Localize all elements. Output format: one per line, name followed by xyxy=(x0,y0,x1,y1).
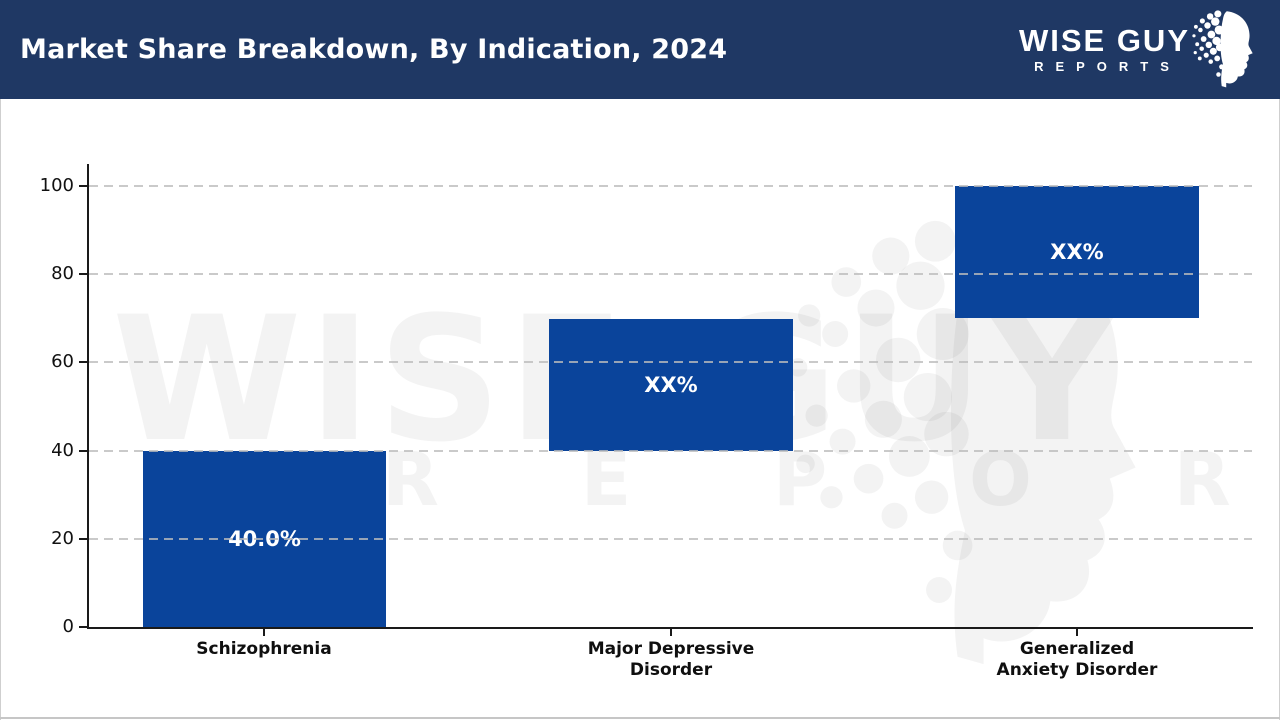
y-tick-label: 0 xyxy=(62,616,74,637)
logo-text: WISE GUY REPORTS xyxy=(1018,22,1190,75)
x-axis-line xyxy=(87,627,1253,629)
y-tick xyxy=(79,538,88,540)
x-label-line: Major Depressive xyxy=(587,639,755,659)
header-bar: Market Share Breakdown, By Indication, 2… xyxy=(0,0,1280,99)
y-axis-line xyxy=(87,164,89,629)
y-tick xyxy=(79,450,88,452)
x-label-major-depressive-disorder: Major Depressive Disorder xyxy=(521,639,821,681)
y-tick xyxy=(79,185,88,187)
gridline-40 xyxy=(89,450,1252,452)
bar-generalized-anxiety-disorder: XX% xyxy=(955,186,1199,318)
x-label-schizophrenia: Schizophrenia xyxy=(114,639,414,660)
page-border-left xyxy=(0,99,1,720)
gridline-20 xyxy=(89,538,1252,540)
x-label-line: Generalized xyxy=(1019,639,1135,659)
x-label-line: Schizophrenia xyxy=(196,639,332,659)
gridline-60 xyxy=(89,361,1252,363)
logo-wise-guy-text: WISE GUY xyxy=(1018,22,1190,58)
x-tick xyxy=(1076,629,1078,636)
y-tick xyxy=(79,626,88,628)
logo-reports-text: REPORTS xyxy=(1034,59,1181,75)
bar-value-label: XX% xyxy=(644,373,698,397)
y-tick-label: 40 xyxy=(51,440,74,461)
y-tick-label: 80 xyxy=(51,263,74,284)
x-tick xyxy=(263,629,265,636)
y-tick-label: 20 xyxy=(51,528,74,549)
bar-value-label: XX% xyxy=(1050,240,1104,264)
x-tick xyxy=(670,629,672,636)
bar-major-depressive-disorder: XX% xyxy=(549,319,793,451)
gridline-80 xyxy=(89,273,1252,275)
y-tick xyxy=(79,361,88,363)
x-label-line: Anxiety Disorder xyxy=(996,660,1158,680)
watermark-face-icon xyxy=(788,220,1136,665)
gridline-100 xyxy=(89,185,1252,187)
page-title: Market Share Breakdown, By Indication, 2… xyxy=(20,34,728,65)
y-tick-label: 60 xyxy=(51,351,74,372)
x-label-line: Disorder xyxy=(629,660,713,680)
x-label-generalized-anxiety-disorder: Generalized Anxiety Disorder xyxy=(927,639,1227,681)
y-tick-label: 100 xyxy=(39,175,74,196)
page-border-bottom xyxy=(0,717,1280,719)
wiseguy-logo: WISE GUY REPORTS xyxy=(1018,9,1262,90)
y-tick xyxy=(79,273,88,275)
logo-face-icon xyxy=(1192,9,1253,87)
